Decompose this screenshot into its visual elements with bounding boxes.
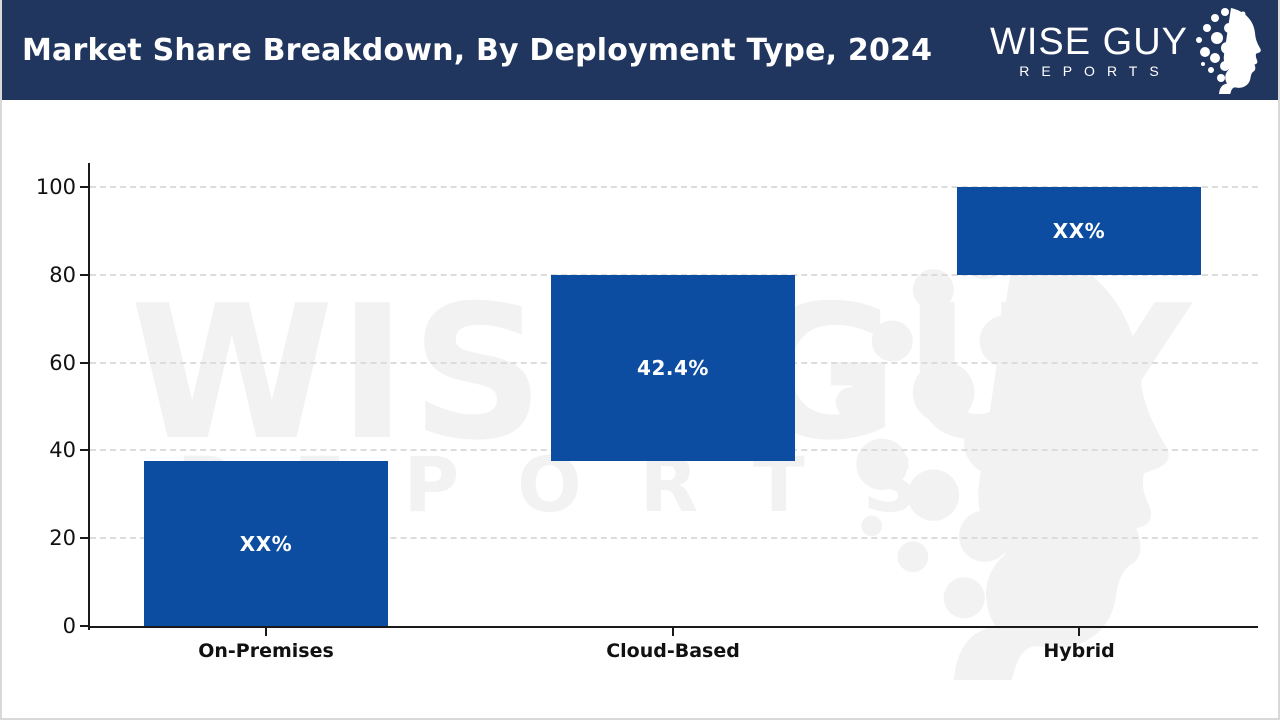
y-tick-mark	[80, 361, 88, 364]
y-tick-label: 100	[35, 175, 76, 200]
y-tick-mark	[80, 186, 88, 189]
bar-hybrid: XX%	[957, 187, 1201, 275]
y-axis-line	[88, 163, 90, 630]
logo-wordmark: WISE GUY	[989, 20, 1188, 63]
y-tick-label: 20	[49, 526, 76, 551]
chart-area: WISE GUY REPORTS 0 20 40 60 80 100 XX% On-Premi…	[2, 100, 1278, 718]
y-tick-mark	[80, 273, 88, 276]
logo-subtitle: REPORTS	[1019, 62, 1171, 79]
gridline-100	[90, 186, 1258, 189]
y-tick-label: 0	[62, 614, 76, 638]
x-axis-line	[88, 626, 1258, 628]
y-tick-label: 40	[49, 438, 76, 463]
bar-value-label: XX%	[1052, 219, 1106, 244]
wiseguy-head-icon	[1196, 8, 1261, 94]
plot-area: 0 20 40 60 80 100 XX% On-Premises 42.4% Cloud-Bas…	[36, 163, 1258, 662]
x-tick-mark	[672, 628, 674, 636]
y-tick-label: 60	[49, 350, 76, 375]
y-tick-mark	[80, 625, 88, 627]
bar-cloud-based: 42.4%	[551, 274, 795, 461]
bar-value-label: 42.4%	[637, 355, 709, 380]
wiseguy-logo: WISE GUY REPORTS	[990, 6, 1264, 94]
x-category-label: On-Premises	[198, 640, 334, 662]
gridline-80	[90, 273, 1258, 276]
bar-on-premises: XX%	[144, 461, 388, 626]
page-title: Market Share Breakdown, By Deployment Ty…	[22, 32, 933, 68]
x-tick-mark	[265, 628, 267, 636]
x-category-label: Cloud-Based	[606, 640, 740, 662]
logo-text: WISE GUY REPORTS	[990, 23, 1188, 78]
y-tick-mark	[80, 537, 88, 540]
header-bar: Market Share Breakdown, By Deployment Ty…	[2, 0, 1278, 100]
x-tick-mark	[1078, 628, 1080, 636]
y-tick-mark	[80, 449, 88, 452]
bar-value-label: XX%	[239, 531, 293, 556]
gridline-20	[90, 537, 1258, 540]
x-category-label: Hybrid	[1043, 640, 1115, 662]
y-tick-label: 80	[49, 262, 76, 287]
